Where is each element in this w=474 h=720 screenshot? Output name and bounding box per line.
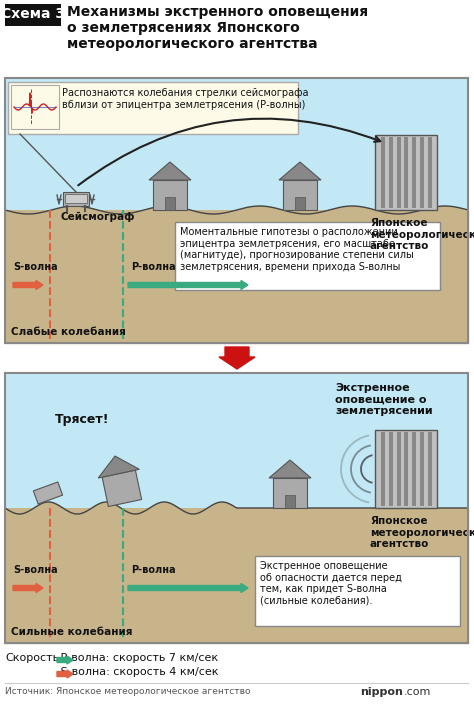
Bar bbox=[8, 82, 298, 134]
Text: Распознаются колебания стрелки сейсмографа
вблизи от эпицентра землетрясения (Р-: Распознаются колебания стрелки сейсмогра… bbox=[62, 88, 309, 109]
Bar bbox=[397, 137, 401, 208]
Text: Экстренное оповещение
об опасности дается перед
тем, как придет S-волна
(сильные: Экстренное оповещение об опасности даетс… bbox=[260, 561, 402, 606]
Bar bbox=[389, 432, 393, 506]
Bar bbox=[5, 78, 468, 343]
FancyArrow shape bbox=[128, 583, 248, 593]
Text: Японское
метеорологическое
агентство: Японское метеорологическое агентство bbox=[370, 218, 474, 251]
Bar bbox=[397, 432, 401, 506]
Bar bbox=[65, 194, 87, 203]
Polygon shape bbox=[102, 470, 142, 507]
Text: Схема 3: Схема 3 bbox=[1, 7, 65, 21]
Bar bbox=[5, 210, 468, 343]
Bar bbox=[428, 137, 431, 208]
FancyArrow shape bbox=[13, 583, 43, 593]
FancyArrow shape bbox=[219, 347, 255, 369]
Bar bbox=[5, 373, 468, 508]
Bar bbox=[5, 4, 61, 26]
Polygon shape bbox=[98, 456, 139, 478]
Bar bbox=[412, 137, 416, 208]
Bar bbox=[420, 432, 424, 506]
Bar bbox=[255, 556, 460, 626]
FancyArrow shape bbox=[57, 656, 73, 664]
Bar bbox=[420, 137, 424, 208]
Bar bbox=[153, 180, 187, 210]
Bar bbox=[375, 430, 437, 508]
Text: S-волна: скорость 4 км/сек: S-волна: скорость 4 км/сек bbox=[57, 667, 219, 677]
FancyArrow shape bbox=[57, 670, 73, 678]
Polygon shape bbox=[269, 460, 311, 478]
Text: Р-волна: Р-волна bbox=[131, 565, 176, 575]
Bar bbox=[375, 135, 437, 210]
Bar bbox=[283, 180, 317, 210]
Bar bbox=[63, 192, 89, 206]
Bar bbox=[381, 432, 385, 506]
Bar bbox=[295, 197, 305, 210]
Text: Р-волна: Р-волна bbox=[131, 262, 176, 272]
Text: Механизмы экстренного оповещения
о землетрясениях Японского
метеорологического а: Механизмы экстренного оповещения о земле… bbox=[67, 5, 368, 51]
Bar bbox=[381, 137, 385, 208]
Bar bbox=[389, 137, 393, 208]
Bar bbox=[412, 432, 416, 506]
Text: Слабые колебания: Слабые колебания bbox=[11, 327, 126, 337]
Text: S-волна: S-волна bbox=[13, 565, 58, 575]
Text: Скорость: Скорость bbox=[5, 653, 59, 663]
Bar bbox=[404, 432, 408, 506]
Text: .com: .com bbox=[404, 687, 431, 697]
Polygon shape bbox=[279, 162, 321, 180]
Bar bbox=[404, 137, 408, 208]
Text: Р-волна: скорость 7 км/сек: Р-волна: скорость 7 км/сек bbox=[57, 653, 218, 663]
Text: Экстренное
оповещение о
землетрясении: Экстренное оповещение о землетрясении bbox=[335, 383, 433, 416]
Text: Трясет!: Трясет! bbox=[55, 413, 109, 426]
Bar bbox=[165, 197, 175, 210]
Bar bbox=[5, 78, 468, 210]
Text: S-волна: S-волна bbox=[13, 262, 58, 272]
Text: Сильные колебания: Сильные колебания bbox=[11, 627, 133, 637]
Text: Источник: Японское метеорологическое агентство: Источник: Японское метеорологическое аге… bbox=[5, 687, 250, 696]
Polygon shape bbox=[149, 162, 191, 180]
Bar bbox=[273, 478, 307, 508]
Bar bbox=[428, 432, 431, 506]
Text: Японское
метеорологическое
агентство: Японское метеорологическое агентство bbox=[370, 516, 474, 549]
FancyArrow shape bbox=[128, 281, 248, 289]
Bar bbox=[11, 85, 59, 129]
Bar bbox=[5, 508, 468, 643]
Bar bbox=[5, 373, 468, 643]
Text: Сейсмограф: Сейсмограф bbox=[61, 212, 136, 222]
FancyArrow shape bbox=[13, 281, 43, 289]
Bar bbox=[285, 495, 295, 508]
Bar bbox=[175, 222, 440, 290]
Polygon shape bbox=[33, 482, 63, 504]
Text: nippon: nippon bbox=[360, 687, 403, 697]
Text: Моментальные гипотезы о расположении
эпицентра землетрясения, его масштабе
(магн: Моментальные гипотезы о расположении эпи… bbox=[180, 227, 414, 271]
